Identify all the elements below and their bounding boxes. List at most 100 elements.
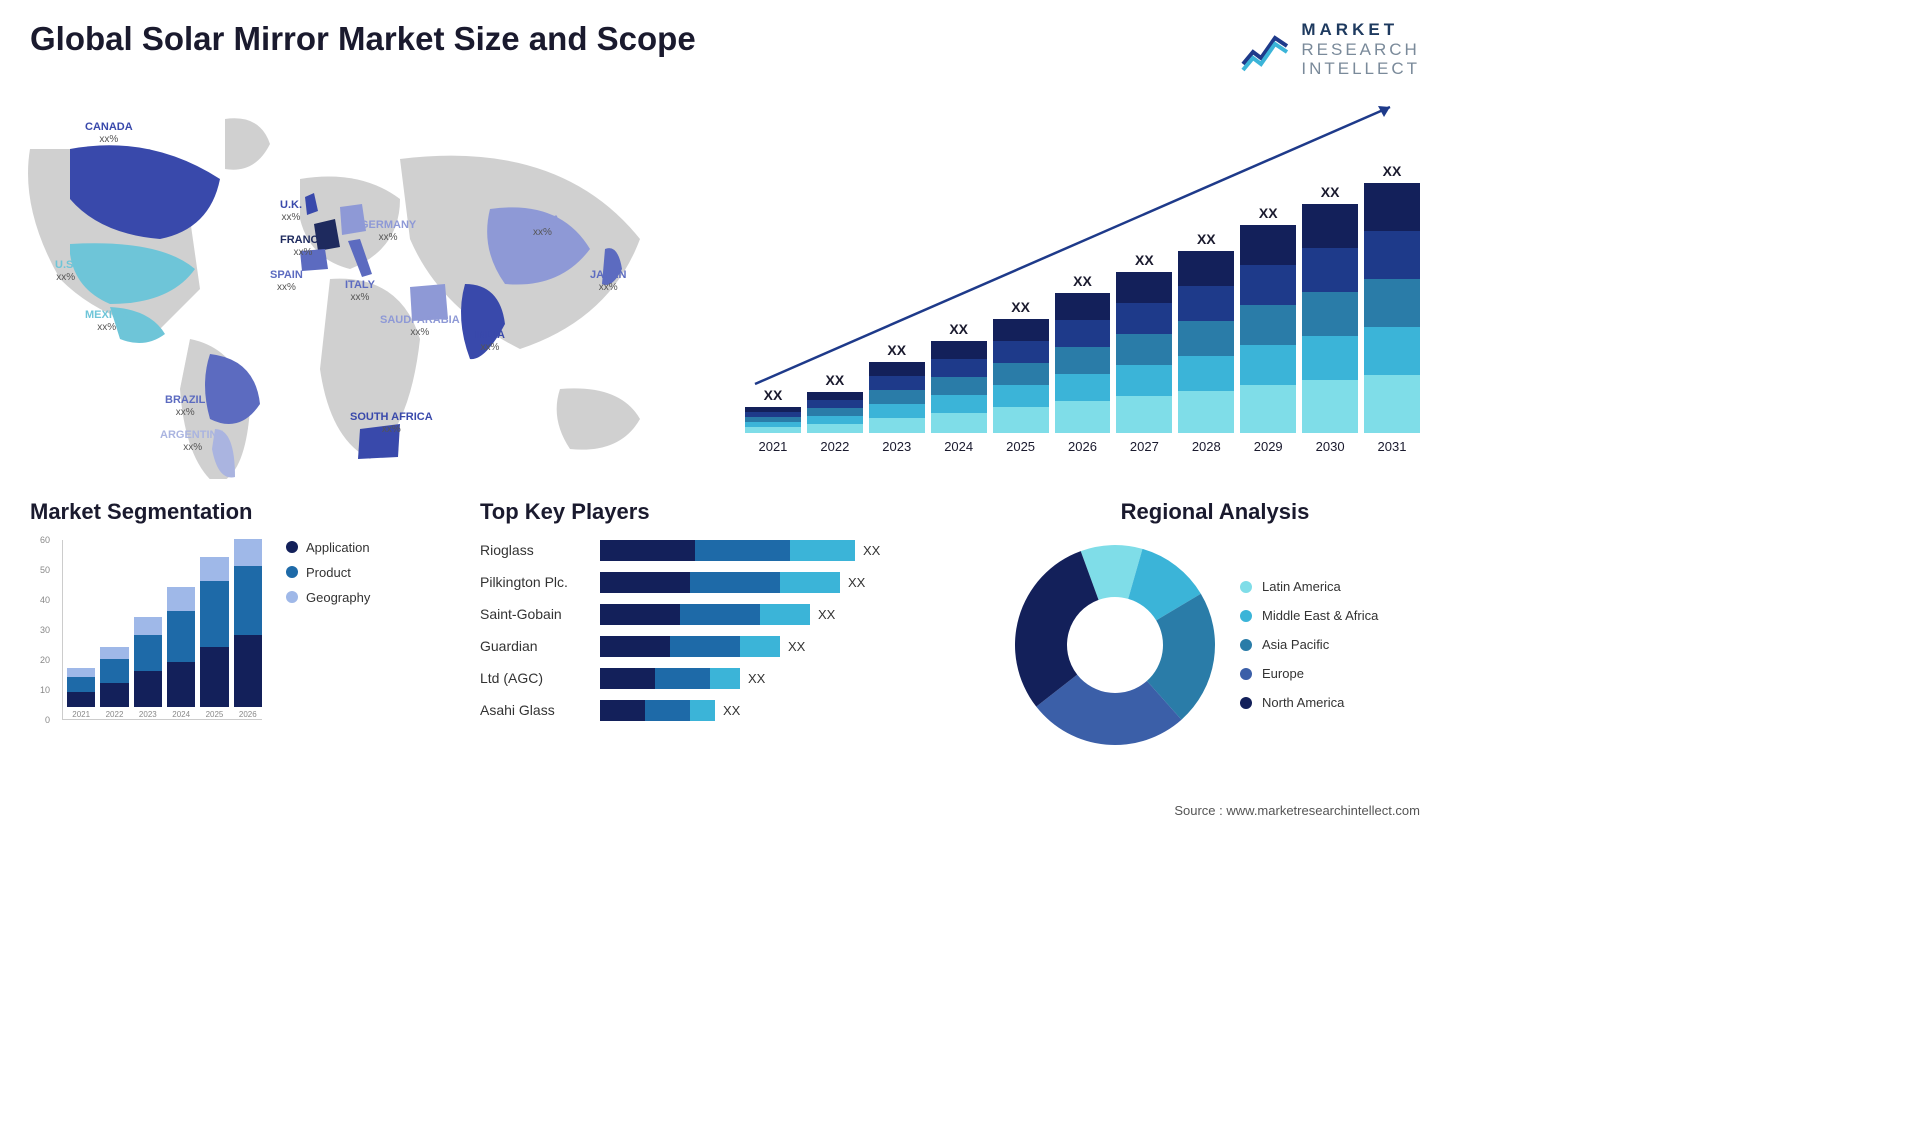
growth-bar: XX 2029 [1240,205,1296,454]
player-name: Pilkington Plc. [480,572,585,593]
player-bar-row: XX [600,540,980,561]
growth-bar-value: XX [887,342,906,358]
segmentation-bar: 2025 [200,557,228,719]
player-bar-row: XX [600,668,980,689]
map-label: U.S.xx% [55,259,76,283]
growth-bar: XX 2022 [807,372,863,454]
segmentation-title: Market Segmentation [30,499,450,525]
map-label: GERMANYxx% [360,219,416,243]
map-label: INDIAxx% [475,329,505,353]
map-label: CANADAxx% [85,121,133,145]
segmentation-bar: 2022 [100,647,128,719]
growth-bar-value: XX [1073,273,1092,289]
map-label: JAPANxx% [590,269,626,293]
growth-bar-value: XX [1135,252,1154,268]
map-label: SAUDI ARABIAxx% [380,314,460,338]
segmentation-y-axis: 0102030405060 [30,540,50,720]
growth-chart: XX2021XX2022XX2023XX2024XX2025XX2026XX20… [730,89,1420,479]
segmentation-bar: 2026 [234,539,262,719]
growth-bar-year: 2022 [820,439,849,454]
regional-legend: Latin America Middle East & Africa Asia Pa… [1240,579,1378,710]
player-name: Guardian [480,636,585,657]
segmentation-legend-item: Product [286,565,370,580]
growth-bar-year: 2021 [758,439,787,454]
player-value: XX [818,607,835,622]
regional-panel: Regional Analysis Latin America Middle Ea… [1010,499,1420,759]
growth-bar: XX 2028 [1178,231,1234,454]
growth-bar: XX 2021 [745,387,801,454]
growth-bar-year: 2023 [882,439,911,454]
top-row: CANADAxx% U.S.xx% MEXICOxx% BRAZILxx% ARGENT… [0,89,1460,479]
map-label: MEXICOxx% [85,309,128,333]
growth-bar: XX 2024 [931,321,987,454]
map-label: FRANCExx% [280,234,326,258]
growth-bar: XX2030 [1302,184,1358,454]
map-label: ITALYxx% [345,279,375,303]
map-label: SPAINxx% [270,269,303,293]
growth-bar-year: 2031 [1378,439,1407,454]
growth-bar-value: XX [1197,231,1216,247]
growth-bar-value: XX [1259,205,1278,221]
growth-bar-year: 2027 [1130,439,1159,454]
world-map: CANADAxx% U.S.xx% MEXICOxx% BRAZILxx% ARGENT… [0,89,700,479]
player-value: XX [723,703,740,718]
player-value: XX [748,671,765,686]
source-attribution: Source : www.marketresearchintellect.com [1174,803,1420,818]
player-value: XX [788,639,805,654]
segmentation-bar: 2024 [167,587,195,719]
player-name: Asahi Glass [480,700,585,721]
player-bar-row: XX [600,604,980,625]
growth-bar-year: 2028 [1192,439,1221,454]
logo-text-3: INTELLECT [1301,59,1420,79]
map-label: BRAZILxx% [165,394,205,418]
player-bar-row: XX [600,572,980,593]
growth-bar-year: 2030 [1316,439,1345,454]
map-label: SOUTH AFRICAxx% [350,411,433,435]
growth-bar-year: 2026 [1068,439,1097,454]
player-bars: XX XX XX XX XX XX [600,540,980,721]
segmentation-bars: 202120222023202420252026 [62,540,262,720]
player-bar-row: XX [600,700,980,721]
player-name: Rioglass [480,540,585,561]
regional-title: Regional Analysis [1010,499,1420,525]
growth-bar: XX 2027 [1116,252,1172,454]
regional-legend-item: Asia Pacific [1240,637,1378,652]
growth-bar: XX 2025 [993,299,1049,454]
growth-bar-year: 2029 [1254,439,1283,454]
player-name: Ltd (AGC) [480,668,585,689]
regional-legend-item: Europe [1240,666,1378,681]
brand-logo: MARKET RESEARCH INTELLECT [1241,20,1420,79]
growth-bar: XX 2023 [869,342,925,454]
players-panel: Top Key Players RioglassPilkington Plc.S… [480,499,980,759]
growth-bar-value: XX [949,321,968,337]
player-names: Rioglass Pilkington Plc. Saint-Gobain Guard… [480,540,585,721]
logo-text-1: MARKET [1301,20,1420,40]
player-name: Saint-Gobain [480,604,585,625]
growth-bar-year: 2024 [944,439,973,454]
segmentation-bar: 2021 [67,668,95,719]
regional-legend-item: Latin America [1240,579,1378,594]
regional-legend-item: North America [1240,695,1378,710]
player-bar-row: XX [600,636,980,657]
logo-icon [1241,24,1291,74]
growth-bar-year: 2025 [1006,439,1035,454]
map-label: CHINAxx% [525,214,560,238]
player-value: XX [863,543,880,558]
growth-bar-value: XX [764,387,783,403]
header: Global Solar Mirror Market Size and Scop… [0,0,1460,89]
map-label: ARGENTINAxx% [160,429,225,453]
segmentation-legend-item: Geography [286,590,370,605]
bottom-row: Market Segmentation 0102030405060 202120… [0,479,1460,759]
segmentation-bar: 2023 [134,617,162,719]
page-title: Global Solar Mirror Market Size and Scop… [30,20,696,58]
player-value: XX [848,575,865,590]
growth-bar-value: XX [1011,299,1030,315]
logo-text-2: RESEARCH [1301,40,1420,60]
growth-bar: XX 2031 [1364,163,1420,454]
growth-bar-value: XX [1383,163,1402,179]
growth-bar: XX 2026 [1055,273,1111,454]
growth-bar-value: XX [826,372,845,388]
segmentation-panel: Market Segmentation 0102030405060 202120… [30,499,450,759]
regional-legend-item: Middle East & Africa [1240,608,1378,623]
segmentation-legend-item: Application [286,540,370,555]
